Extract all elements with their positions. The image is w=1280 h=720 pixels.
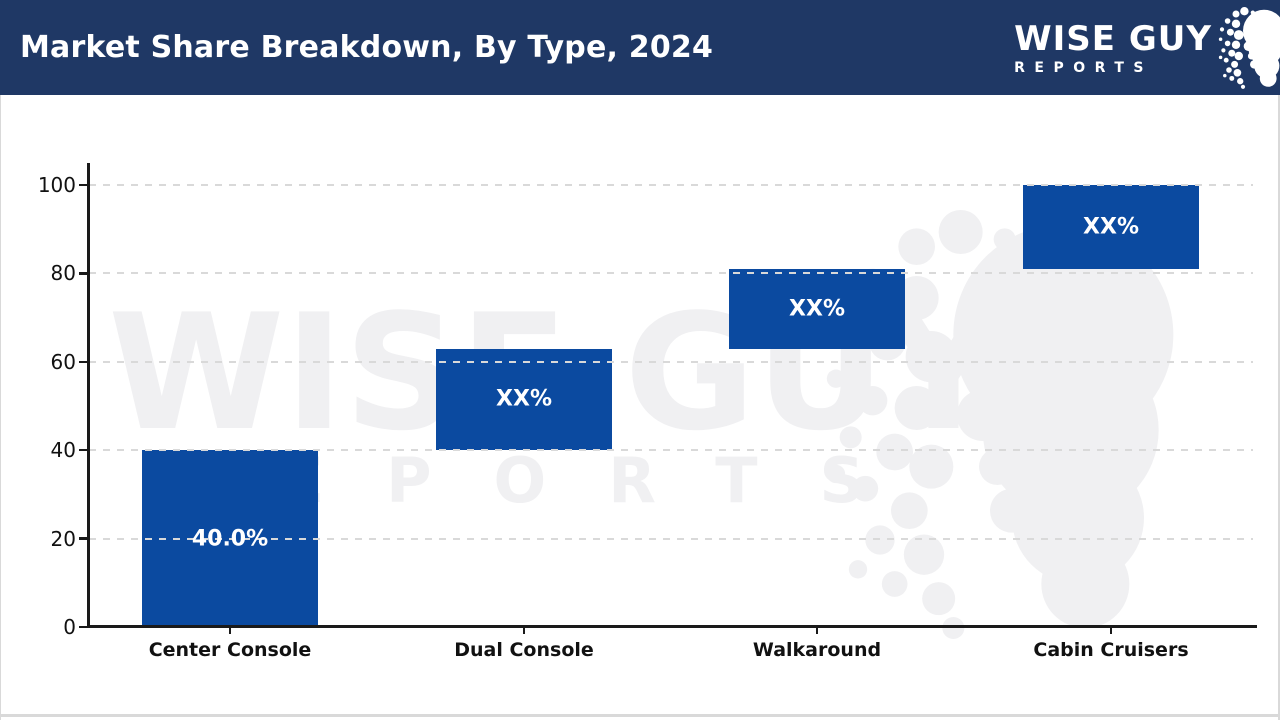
logo-text: WISE GUY REPORTS [1014,19,1212,76]
y-axis-line [87,163,90,627]
y-tick-0 [79,625,87,629]
category-label-dual-console: Dual Console [454,639,594,661]
gridline-80 [89,272,1253,275]
y-tick-80 [79,272,87,275]
category-label-center-console: Center Console [148,639,312,661]
wise-guy-logo: WISE GUY REPORTS [1014,6,1280,92]
bar-value-label-center-console: 40.0% [191,526,269,552]
gridline-20 [89,537,1253,540]
y-tick-label-40: 40 [50,438,76,463]
logo-wordmark: WISE GUY [1014,19,1212,60]
bar-value-label-cabin-cruisers: XX% [1083,214,1139,240]
right-edge-line [1278,95,1280,720]
bottom-edge-line [0,714,1280,717]
bar-cabin-cruisers [1023,185,1199,269]
y-tick-40 [79,448,87,452]
bar-walkaround [729,268,905,349]
x-tick-walkaround [815,627,819,634]
x-axis-line [87,625,1257,628]
plot-area: WISE GUY REPORTS 0 20 40 60 80 100 40.0% XX% XX… [0,95,1280,720]
gridline-60 [89,360,1253,363]
y-tick-100 [79,183,87,187]
bar-value-label-walkaround: XX% [789,296,845,322]
bar-value-label-dual-console: XX% [496,386,552,412]
gridline-100 [89,184,1253,186]
y-tick-label-80: 80 [50,261,76,286]
y-tick-60 [79,360,87,364]
header: Market Share Breakdown, By Type, 2024 WI… [0,0,1280,95]
y-tick-label-100: 100 [37,173,76,197]
left-edge-line [0,95,1,720]
y-tick-label-0: 0 [63,615,76,639]
logo-subtitle: REPORTS [1014,59,1153,76]
category-label-walkaround: Walkaround [752,639,882,661]
y-tick-20 [79,537,87,540]
chart-title: Market Share Breakdown, By Type, 2024 [20,30,714,65]
y-tick-label-60: 60 [50,349,76,374]
bar-dual-console [436,348,612,451]
logo-head-profile-icon [1218,7,1280,89]
gridline-40 [89,449,1253,452]
y-tick-label-20: 20 [50,526,76,551]
category-label-cabin-cruisers: Cabin Cruisers [1033,639,1189,661]
x-tick-dual-console [522,627,526,634]
x-tick-cabin-cruisers [1109,627,1113,634]
x-tick-center-console [228,627,232,634]
